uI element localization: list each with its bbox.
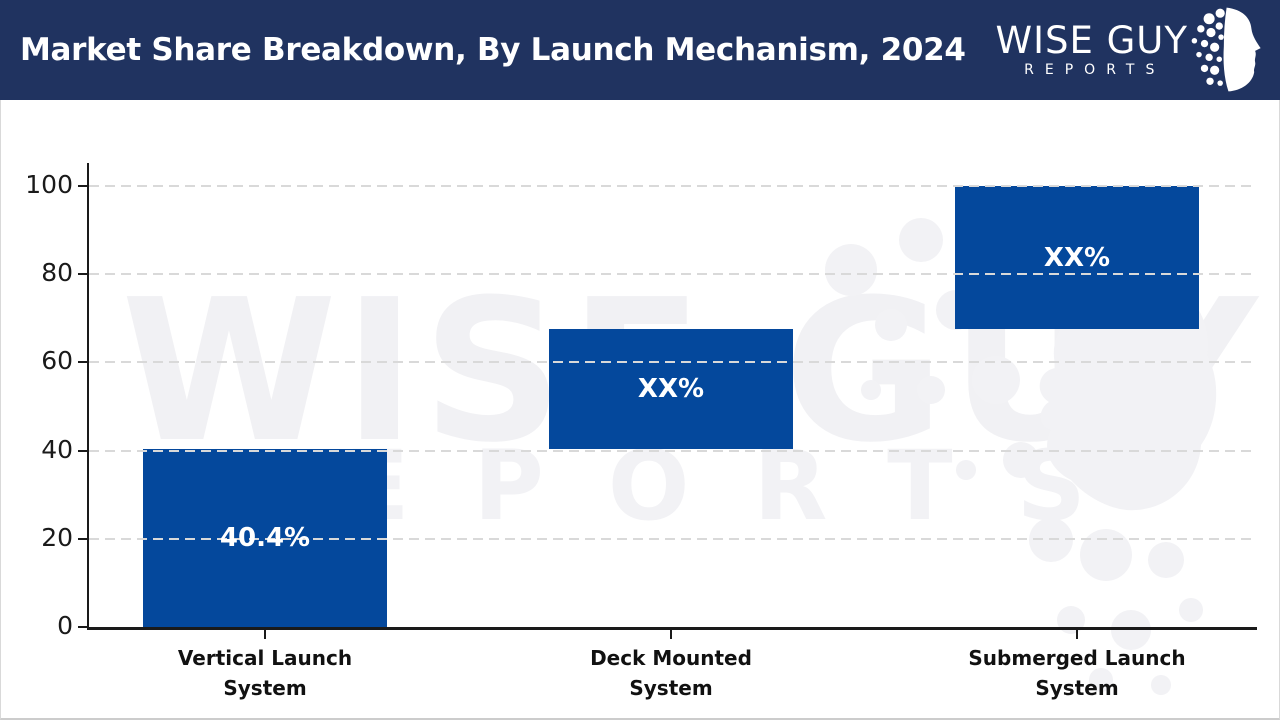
header-bar: Market Share Breakdown, By Launch Mechan… [0,0,1280,100]
y-tick-40 [78,449,87,452]
gridline-60 [89,361,1257,364]
y-tick-60 [78,361,87,364]
y-axis-line [87,163,89,630]
bar-value-label-1: 40.4% [219,522,311,553]
bar-segment-3 [955,186,1199,330]
y-tick-100 [78,185,87,187]
brand-name: WISE GUY [995,19,1188,62]
y-tick-80 [78,273,87,276]
x-tick-2 [670,630,672,639]
gridline-100 [89,185,1257,187]
gridline-20 [89,537,1257,540]
y-tick-20 [78,537,87,540]
y-tick-label-60: 60 [41,346,73,376]
x-tick-1 [264,630,266,639]
x-tick-3 [1076,630,1078,639]
x-category-label-3: Submerged Launch System [968,646,1186,700]
face-profile-icon [1191,7,1261,92]
page-title: Market Share Breakdown, By Launch Mechan… [20,32,966,68]
y-tick-label-20: 20 [41,522,73,552]
bar-value-label-2: XX% [637,374,705,405]
y-tick-label-100: 100 [25,170,73,199]
gridline-80 [89,273,1257,276]
gridline-40 [89,449,1257,452]
y-tick-label-0: 0 [57,611,73,640]
x-axis-line [87,627,1257,630]
bar-segment-2 [549,329,793,449]
brand-logo: WISE GUY REPORTS [996,4,1270,96]
y-tick-0 [78,626,87,628]
y-tick-label-80: 80 [41,258,73,288]
brand-logo-text: WISE GUY REPORTS [996,22,1188,78]
x-category-label-2: Deck Mounted System [590,646,752,700]
brand-subtitle: REPORTS [1024,62,1166,78]
chart-area: WISE GUY REPORTS 0 20 40 60 80 100 40.4% Vertic… [0,100,1280,720]
bar-value-label-3: XX% [1043,242,1111,273]
x-category-label-1: Vertical Launch System [177,646,353,700]
y-tick-label-40: 40 [41,434,73,464]
